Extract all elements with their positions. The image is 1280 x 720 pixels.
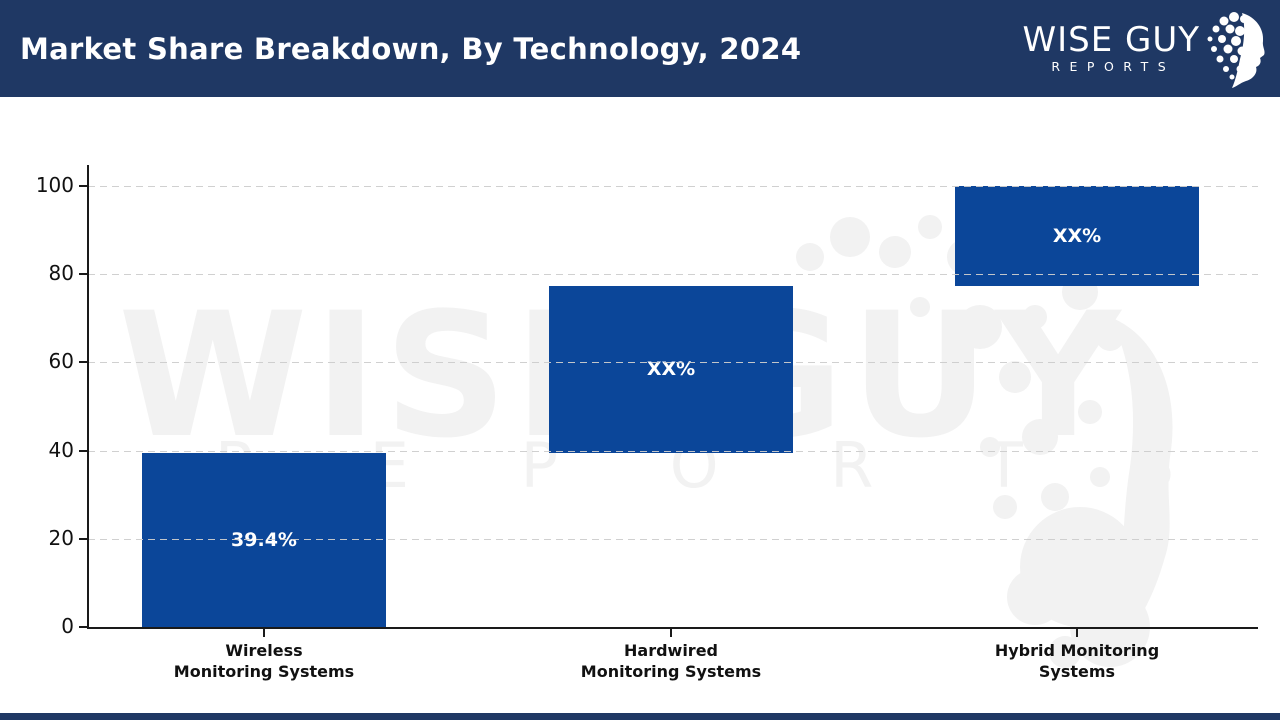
- y-tick-mark: [79, 273, 88, 276]
- gridline: [88, 186, 1258, 187]
- gridline: [88, 362, 1258, 364]
- bar-segment: 39.4%: [142, 453, 386, 627]
- gridline: [88, 450, 1258, 452]
- logo-dotted-head-icon: [1207, 11, 1265, 88]
- y-tick-label: 40: [48, 437, 74, 462]
- y-tick-mark: [79, 185, 88, 187]
- y-axis-line: [87, 165, 89, 629]
- footer-bar: [0, 713, 1280, 720]
- logo-reports-label: REPORTS: [1051, 59, 1176, 75]
- y-tick-label: 20: [48, 525, 74, 550]
- category-label-line: Wireless: [225, 641, 303, 660]
- category-label-line: Hardwired: [624, 641, 718, 660]
- category-label-line: Systems: [1038, 662, 1116, 681]
- gridline: [88, 538, 1258, 540]
- bar-segment: XX%: [549, 285, 793, 454]
- y-tick-mark: [79, 626, 88, 628]
- bar-value-label: XX%: [1052, 224, 1102, 247]
- wise-guy-reports-logo: WISE GUY REPORTS: [1022, 9, 1266, 89]
- x-axis-line: [87, 627, 1258, 629]
- gridline: [88, 274, 1258, 276]
- y-tick-mark: [79, 537, 88, 540]
- header-bar: Market Share Breakdown, By Technology, 2…: [0, 0, 1280, 97]
- y-tick-label: 100: [35, 173, 74, 197]
- category-label-line: Hybrid Monitoring: [994, 641, 1160, 660]
- logo-text: WISE GUY REPORTS: [1022, 23, 1200, 74]
- category-label: Hybrid Monitoring Systems: [907, 640, 1247, 682]
- y-tick-mark: [79, 361, 88, 364]
- category-label: Hardwired Monitoring Systems: [501, 640, 841, 682]
- category-label-line: Monitoring Systems: [173, 662, 355, 681]
- y-tick-label: 80: [48, 261, 74, 286]
- y-tick-label: 60: [48, 349, 74, 374]
- x-tick-mark: [1076, 629, 1078, 637]
- logo-wordmark: WISE GUY: [1022, 20, 1200, 61]
- category-label-line: Monitoring Systems: [580, 662, 762, 681]
- x-tick-mark: [670, 629, 672, 637]
- chart-title: Market Share Breakdown, By Technology, 2…: [20, 31, 802, 66]
- bar-segment: XX%: [955, 186, 1199, 286]
- bar-value-label: 39.4%: [231, 529, 297, 552]
- x-tick-mark: [263, 629, 265, 637]
- y-tick-mark: [79, 449, 88, 452]
- y-tick-label: 0: [61, 614, 74, 638]
- bar-value-label: XX%: [646, 358, 696, 381]
- category-label: Wireless Monitoring Systems: [94, 640, 434, 682]
